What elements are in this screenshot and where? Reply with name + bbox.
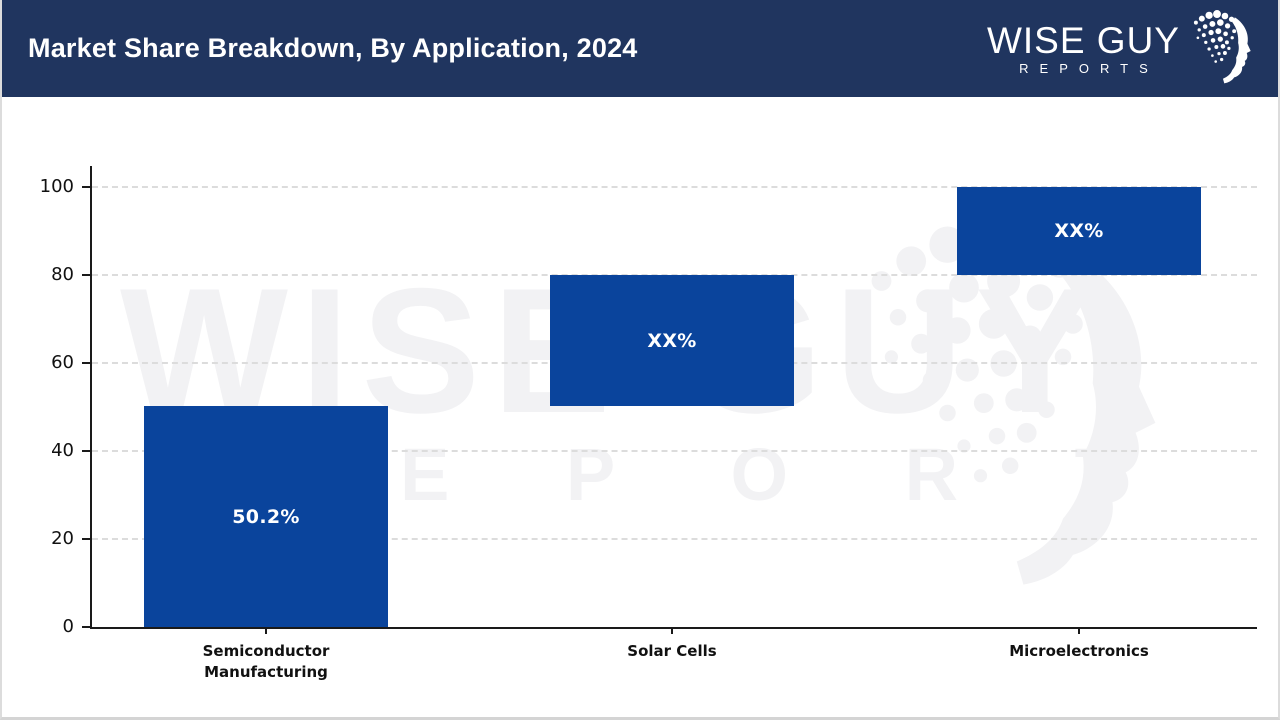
bar-label: 50.2%: [232, 505, 300, 528]
header-bar: Market Share Breakdown, By Application, …: [2, 0, 1278, 97]
x-tick-mark: [1078, 627, 1080, 634]
y-tick-label: 60: [51, 352, 74, 373]
bar: 50.2%: [144, 406, 388, 627]
wise-guy-logo: WISE GUY REPORTS: [987, 9, 1252, 89]
y-tick-label: 100: [39, 176, 74, 197]
x-tick-mark: [671, 627, 673, 634]
x-tick-mark: [265, 627, 267, 634]
y-tick-mark: [82, 626, 90, 628]
y-tick-mark: [82, 274, 90, 276]
gridline: [92, 186, 1257, 188]
gridline: [92, 538, 1257, 540]
bar-label: XX%: [647, 329, 697, 352]
y-tick-mark: [82, 538, 90, 540]
x-axis-label: Solar Cells: [627, 642, 717, 660]
y-tick-mark: [82, 362, 90, 364]
logo-subtitle: REPORTS: [1019, 61, 1159, 76]
logo-wordmark: WISE GUY: [986, 20, 1180, 61]
logo-text: WISE GUY REPORTS: [987, 22, 1180, 75]
y-tick-mark: [82, 450, 90, 452]
logo-face-icon: [1193, 9, 1251, 83]
bar-label: XX%: [1054, 220, 1104, 242]
x-axis-label: Microelectronics: [1009, 642, 1149, 660]
y-tick-label: 40: [51, 440, 74, 461]
page-title: Market Share Breakdown, By Application, …: [28, 33, 638, 63]
y-tick-label: 0: [62, 616, 74, 637]
plot-area: 0 20 40 60 80 100 50.2% Semiconductor Manufactu…: [40, 166, 1257, 681]
y-tick-label: 80: [51, 264, 74, 285]
gridline: [92, 450, 1257, 452]
bar: XX%: [550, 275, 794, 407]
x-axis-label: Semiconductor Manufacturing: [202, 642, 330, 681]
y-tick-mark: [82, 186, 90, 188]
y-tick-label: 20: [51, 528, 74, 549]
bar: XX%: [957, 187, 1201, 275]
